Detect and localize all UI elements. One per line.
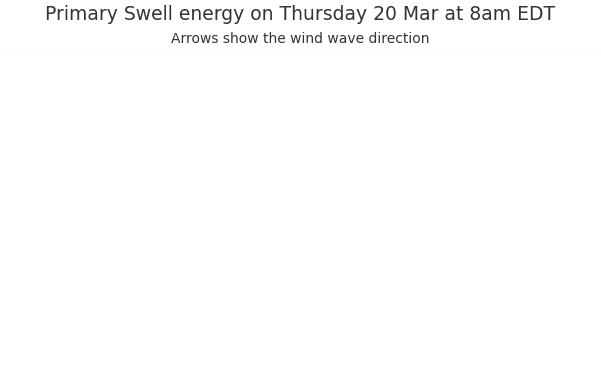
- Text: cartopy not available: cartopy not available: [213, 200, 388, 218]
- Text: Arrows show the wind wave direction: Arrows show the wind wave direction: [171, 32, 430, 46]
- Text: Primary Swell energy on Thursday 20 Mar at 8am EDT: Primary Swell energy on Thursday 20 Mar …: [46, 6, 555, 25]
